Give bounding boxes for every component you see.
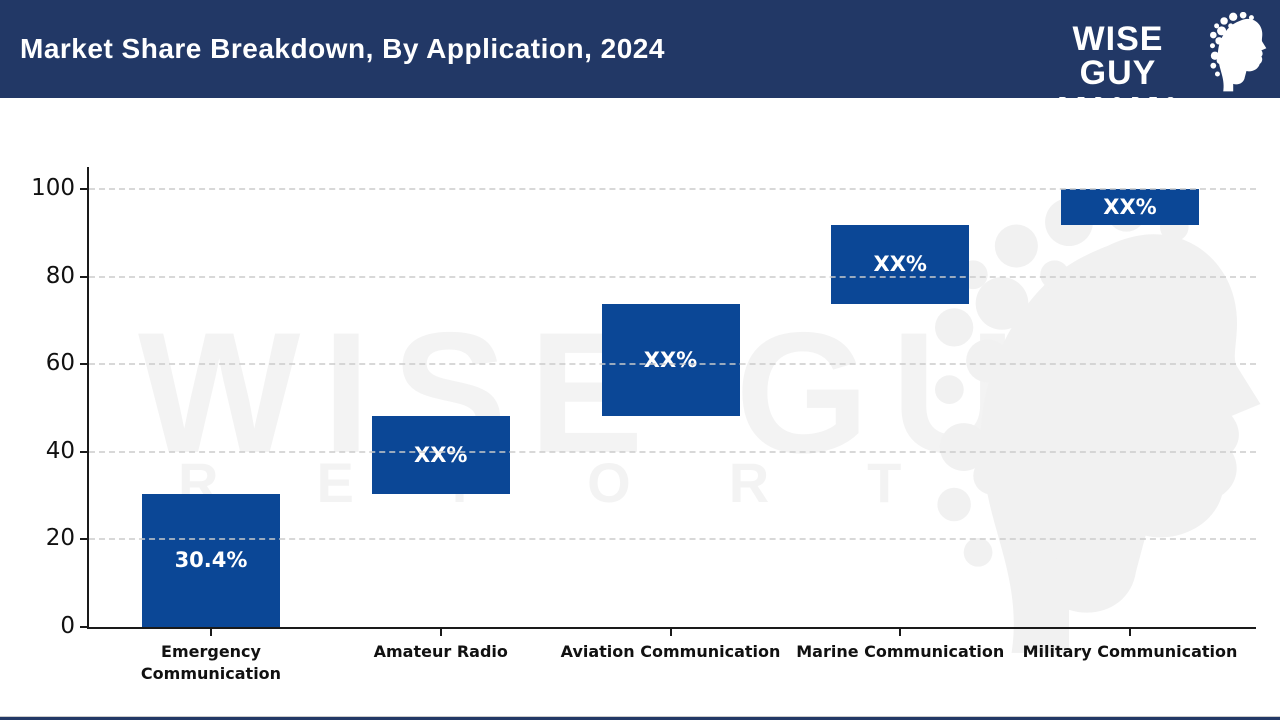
bar-4: XX% — [831, 225, 970, 304]
bar-value-label: XX% — [414, 442, 468, 467]
category-label: Marine Communication — [796, 642, 1005, 661]
wiseguy-logo: WISE GUY REPORTS — [1032, 6, 1272, 109]
chart-area: WISE GUY REPORTS 30.4% Emergency Communic… — [0, 98, 1280, 716]
xtick-mark — [210, 629, 212, 636]
ytick-label: 0 — [60, 613, 75, 639]
bar-value-label: XX% — [873, 252, 927, 277]
bar-value-label: XX% — [1103, 195, 1157, 220]
category-label: Aviation Communication — [560, 642, 781, 661]
y-axis — [87, 167, 89, 629]
bar-5: XX% — [1061, 188, 1199, 226]
ytick-label: 80 — [45, 262, 75, 289]
logo-text: WISE GUY REPORTS — [1032, 22, 1204, 109]
ytick-mark — [80, 538, 89, 541]
category-label: Emergency Communication — [140, 642, 282, 683]
ytick-mark — [80, 363, 89, 366]
bar-2: XX% — [371, 415, 510, 494]
bar-value-label: XX% — [643, 347, 698, 372]
category-label: Military Communication — [1022, 642, 1238, 661]
ytick-label: 60 — [45, 350, 75, 377]
page-title: Market Share Breakdown, By Application, … — [20, 33, 665, 64]
category-label: Amateur Radio — [373, 642, 508, 661]
header-banner: Market Share Breakdown, By Application, … — [0, 0, 1280, 109]
bar-3: XX% — [601, 303, 740, 416]
bar-1: 30.4% — [142, 493, 280, 627]
x-axis — [87, 627, 1256, 629]
ytick-mark — [80, 450, 89, 453]
footer-bar — [0, 716, 1280, 720]
xtick-mark — [439, 629, 442, 636]
logo-subtitle: REPORTS — [1058, 94, 1184, 109]
ytick-label: 20 — [45, 525, 75, 552]
logo-wordmark: WISE GUY — [1072, 20, 1164, 92]
bar-value-label: 30.4% — [174, 548, 248, 573]
ytick-label: 100 — [31, 174, 75, 201]
wiseguy-head-icon — [1210, 12, 1267, 92]
xtick-mark — [899, 629, 902, 636]
xtick-mark — [669, 629, 672, 636]
ytick-mark — [80, 626, 89, 628]
xtick-mark — [1129, 629, 1131, 636]
watermark-head-icon — [935, 198, 1261, 653]
ytick-mark — [80, 275, 89, 278]
ytick-mark — [80, 187, 89, 190]
watermark-subtitle: REPORTS — [178, 451, 1135, 514]
ytick-label: 40 — [45, 437, 75, 464]
